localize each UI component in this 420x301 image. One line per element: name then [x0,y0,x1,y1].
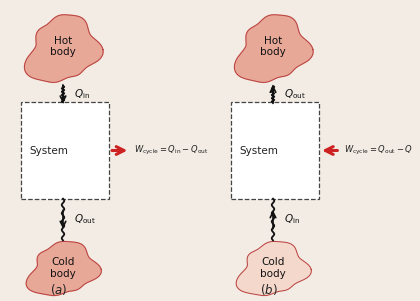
Text: Cold
body: Cold body [260,257,286,279]
Text: $Q_{\rm in}$: $Q_{\rm in}$ [284,213,299,226]
Text: $W_{\rm cycle}=Q_{\rm in}-Q_{\rm out}$: $W_{\rm cycle}=Q_{\rm in}-Q_{\rm out}$ [134,144,209,157]
Text: $(b)$: $(b)$ [260,282,278,297]
Polygon shape [236,241,311,296]
Polygon shape [234,15,313,82]
Text: System: System [29,145,68,156]
Bar [231,102,319,199]
Text: Cold
body: Cold body [50,257,76,279]
Text: System: System [239,145,278,156]
Text: Hot
body: Hot body [50,36,76,57]
Text: $Q_{\rm out}$: $Q_{\rm out}$ [284,87,305,101]
Polygon shape [26,241,101,296]
Bar [21,102,109,199]
Polygon shape [24,15,103,82]
Text: $Q_{\rm out}$: $Q_{\rm out}$ [74,213,95,226]
Text: $(a)$: $(a)$ [50,282,68,297]
Text: Hot
body: Hot body [260,36,286,57]
Text: $W_{\rm cycle}=Q_{\rm out}-Q$: $W_{\rm cycle}=Q_{\rm out}-Q$ [344,144,413,157]
Text: $Q_{\rm in}$: $Q_{\rm in}$ [74,87,89,101]
